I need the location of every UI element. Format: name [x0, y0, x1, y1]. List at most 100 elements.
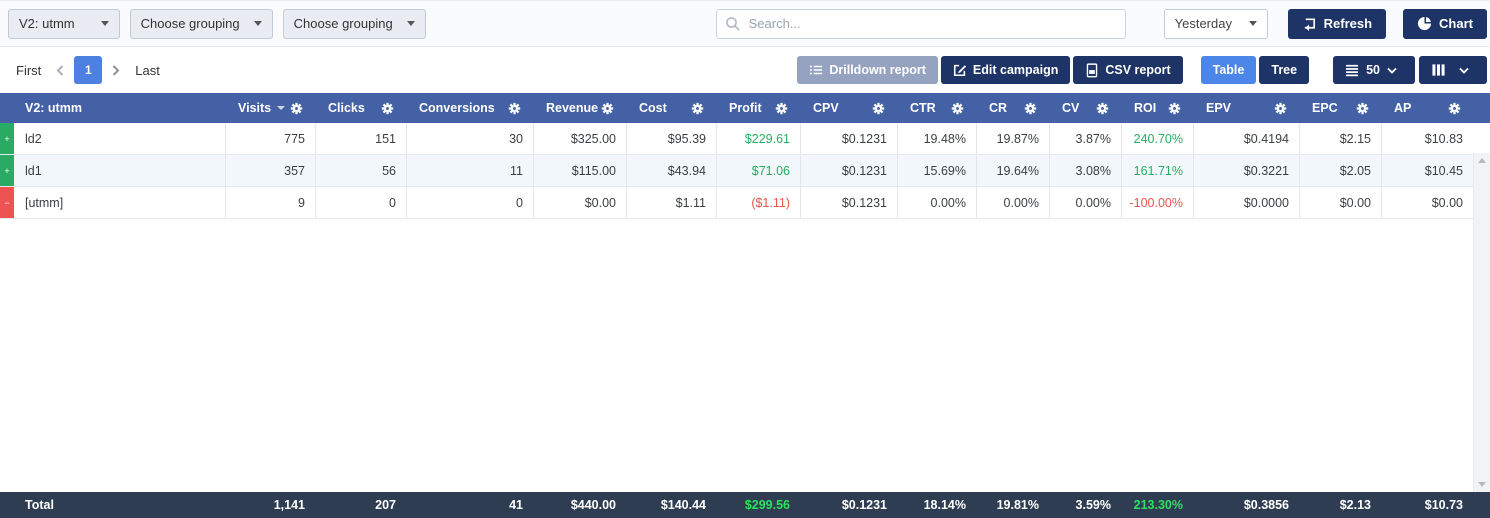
table-row[interactable]: − [utmm] 9 0 0 $0.00 $1.11 ($1.11) $0.1231 0.00% 0…	[0, 187, 1490, 219]
hamburger-icon	[1346, 64, 1359, 76]
cell-cpv: $0.1231	[800, 187, 897, 218]
scrollbar-down-button[interactable]	[1478, 482, 1486, 487]
column-header-cv[interactable]: CV	[1049, 93, 1121, 123]
pagination-first[interactable]: First	[16, 62, 42, 78]
cell-visits: 357	[225, 155, 315, 186]
column-settings-gear-icon[interactable]	[290, 102, 303, 115]
chevron-down-icon	[100, 21, 109, 26]
rows-per-page-button[interactable]: 50	[1333, 56, 1415, 84]
row-status-indicator: +	[0, 123, 14, 154]
cell-roi: 240.70%	[1121, 123, 1193, 154]
column-header-epc[interactable]: EPC	[1299, 93, 1381, 123]
report-table: V2: utmm Visits Clicks Conversions Revenu…	[0, 93, 1490, 518]
csv-report-label: CSV report	[1105, 63, 1171, 77]
column-label: V2: utmm	[25, 101, 82, 115]
column-settings-gear-icon[interactable]	[1448, 102, 1461, 115]
grouping-select-3[interactable]: Choose grouping	[282, 8, 426, 39]
table-row[interactable]: + ld2 775 151 30 $325.00 $95.39 $229.61 $0.1231 1…	[0, 123, 1490, 155]
column-header-cost[interactable]: Cost	[626, 93, 716, 123]
refresh-button[interactable]: Refresh	[1287, 8, 1387, 39]
tree-view-button[interactable]: Tree	[1259, 56, 1310, 84]
columns-settings-button[interactable]	[1419, 56, 1487, 84]
row-name: ld1	[25, 163, 42, 178]
date-range-select[interactable]: Yesterday	[1163, 8, 1268, 39]
column-settings-gear-icon[interactable]	[601, 102, 614, 115]
column-header-v2-utmm[interactable]: V2: utmm	[0, 93, 225, 123]
table-row[interactable]: + ld1 357 56 11 $115.00 $43.94 $71.06 $0.1231 15.…	[0, 155, 1490, 187]
pagination-page-1[interactable]: 1	[74, 56, 103, 84]
cell-cpv: $0.1231	[800, 123, 897, 154]
column-settings-gear-icon[interactable]	[381, 102, 394, 115]
drilldown-report-button[interactable]: Drilldown report	[797, 56, 938, 84]
column-header-visits[interactable]: Visits	[225, 93, 315, 123]
column-settings-gear-icon[interactable]	[508, 102, 521, 115]
grouping-select-1[interactable]: V2: utmm	[8, 8, 120, 39]
column-settings-gear-icon[interactable]	[872, 102, 885, 115]
column-settings-gear-icon[interactable]	[1274, 102, 1287, 115]
total-cv: 3.59%	[1075, 498, 1111, 512]
column-header-revenue[interactable]: Revenue	[533, 93, 626, 123]
column-settings-gear-icon[interactable]	[775, 102, 788, 115]
scrollbar-up-button[interactable]	[1478, 158, 1486, 163]
column-header-conversions[interactable]: Conversions	[406, 93, 533, 123]
refresh-label: Refresh	[1323, 16, 1373, 31]
row-name-cell[interactable]: + ld1	[0, 155, 225, 186]
cell-revenue: $325.00	[533, 123, 626, 154]
column-header-cr[interactable]: CR	[976, 93, 1049, 123]
cell-cv: 0.00%	[1049, 187, 1121, 218]
row-name-cell[interactable]: + ld2	[0, 123, 225, 154]
column-settings-gear-icon[interactable]	[691, 102, 704, 115]
total-ctr: 18.14%	[923, 498, 966, 512]
cell-cost: $1.11	[626, 187, 716, 218]
cell-ap: $10.83	[1381, 123, 1473, 154]
column-label: Clicks	[328, 101, 365, 115]
column-label: CTR	[910, 101, 936, 115]
vertical-scrollbar[interactable]	[1473, 153, 1490, 492]
column-header-ctr[interactable]: CTR	[897, 93, 976, 123]
cell-profit: ($1.11)	[716, 187, 800, 218]
rows-per-page-value: 50	[1366, 63, 1380, 77]
column-label: Conversions	[419, 101, 495, 115]
column-settings-gear-icon[interactable]	[1356, 102, 1369, 115]
row-status-indicator: +	[0, 155, 14, 186]
table-view-button[interactable]: Table	[1200, 56, 1257, 84]
chevron-down-icon	[1459, 67, 1469, 74]
column-settings-gear-icon[interactable]	[1024, 102, 1037, 115]
report-actions: Drilldown report Edit campaign CSV repor…	[797, 56, 1487, 84]
pagination-last[interactable]: Last	[135, 62, 160, 78]
column-header-roi[interactable]: ROI	[1121, 93, 1193, 123]
cell-ap: $0.00	[1381, 187, 1473, 218]
column-header-clicks[interactable]: Clicks	[315, 93, 406, 123]
total-revenue: $440.00	[570, 498, 616, 512]
chevron-left-icon[interactable]	[55, 64, 66, 77]
grouping-select-2[interactable]: Choose grouping	[129, 8, 273, 39]
column-settings-gear-icon[interactable]	[951, 102, 964, 115]
cell-epv: $0.0000	[1193, 187, 1299, 218]
column-header-profit[interactable]: Profit	[716, 93, 800, 123]
total-epv: $0.3856	[1243, 498, 1289, 512]
column-settings-gear-icon[interactable]	[1096, 102, 1109, 115]
column-settings-gear-icon[interactable]	[1168, 102, 1181, 115]
cell-epv: $0.3221	[1193, 155, 1299, 186]
edit-icon	[953, 64, 967, 77]
chevron-down-icon	[1248, 21, 1257, 26]
date-range-value: Yesterday	[1174, 16, 1232, 31]
chevron-right-icon[interactable]	[110, 64, 121, 77]
column-label: Revenue	[546, 101, 599, 115]
column-header-ap[interactable]: AP	[1381, 93, 1473, 123]
column-header-cpv[interactable]: CPV	[800, 93, 897, 123]
chart-button[interactable]: Chart	[1403, 8, 1487, 39]
search-input[interactable]	[715, 8, 1126, 39]
csv-report-button[interactable]: CSV report	[1073, 56, 1183, 84]
edit-campaign-button[interactable]: Edit campaign	[940, 56, 1071, 84]
total-cr: 19.81%	[996, 498, 1039, 512]
row-name-cell[interactable]: − [utmm]	[0, 187, 225, 218]
total-clicks: 207	[375, 498, 396, 512]
grouping-select-1-value: V2: utmm	[19, 16, 75, 31]
column-header-epv[interactable]: EPV	[1193, 93, 1299, 123]
cell-epv: $0.4194	[1193, 123, 1299, 154]
grouping-toolbar: V2: utmm Choose grouping Choose grouping…	[0, 1, 1490, 47]
list-icon	[810, 65, 823, 75]
cell-revenue: $0.00	[533, 187, 626, 218]
